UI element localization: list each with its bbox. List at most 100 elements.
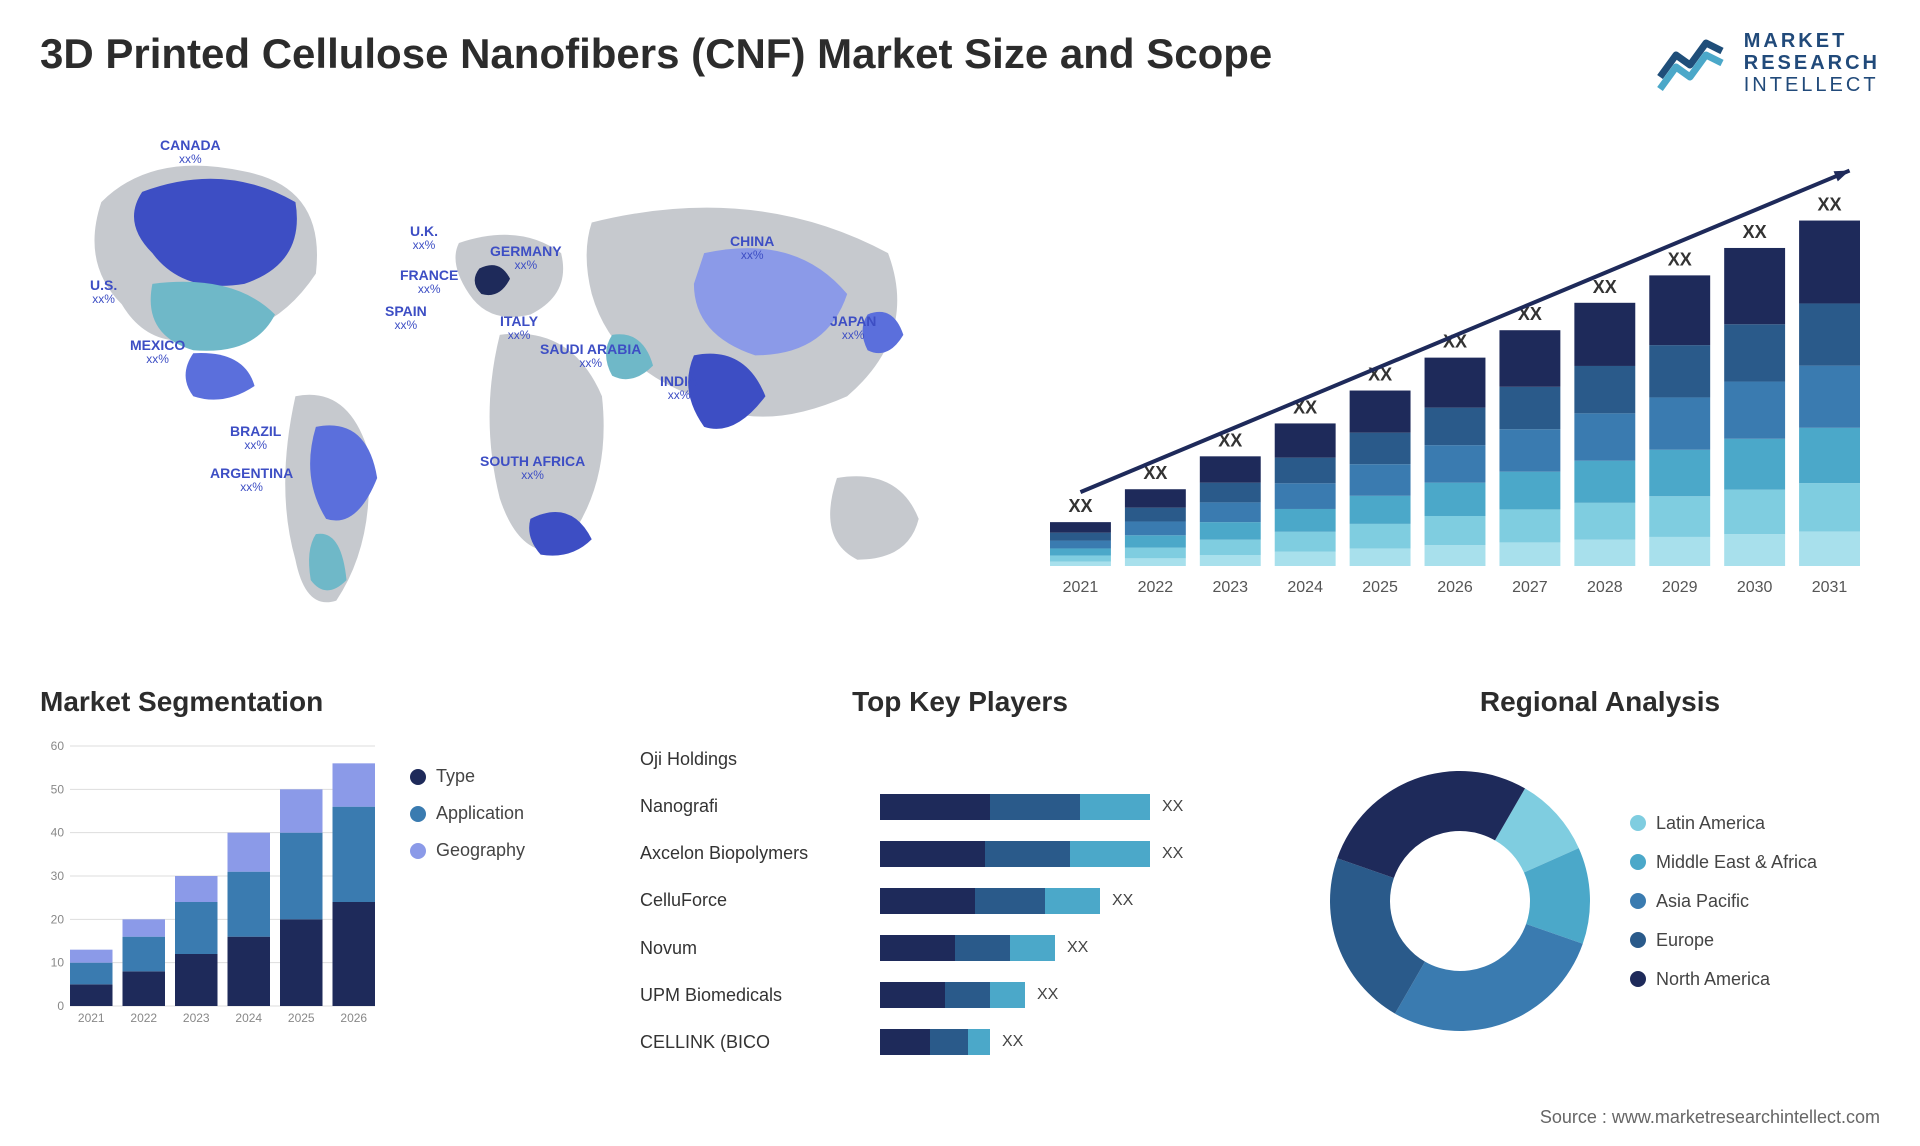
svg-text:2028: 2028 <box>1587 579 1623 596</box>
growth-chart-svg: XX2021XX2022XX2023XX2024XX2025XX2026XX20… <box>1020 126 1880 626</box>
top-row: CANADAxx%U.S.xx%MEXICOxx%BRAZILxx%ARGENT… <box>40 126 1880 646</box>
player-value: XX <box>1112 892 1133 910</box>
brand-logo: MARKET RESEARCH INTELLECT <box>1656 30 1880 96</box>
players-panel: Top Key Players Oji HoldingsNanografiAxc… <box>640 686 1280 1066</box>
regional-legend: Latin America Middle East & Africa Asia Pa… <box>1630 813 1817 990</box>
svg-text:20: 20 <box>51 912 65 926</box>
logo-icon <box>1656 31 1730 95</box>
player-bar-row: XX <box>880 838 1280 870</box>
svg-text:2022: 2022 <box>1138 579 1174 596</box>
player-bar-row: XX <box>880 979 1280 1011</box>
svg-text:2025: 2025 <box>1362 579 1398 596</box>
page-title: 3D Printed Cellulose Nanofibers (CNF) Ma… <box>40 30 1272 78</box>
svg-text:2021: 2021 <box>1063 579 1099 596</box>
svg-text:XX: XX <box>1668 249 1692 269</box>
player-name: Novum <box>640 938 850 959</box>
legend-item-europe: Europe <box>1630 930 1817 951</box>
legend-dot <box>1630 815 1646 831</box>
logo-text: MARKET RESEARCH INTELLECT <box>1744 30 1880 96</box>
player-bar-segment <box>975 888 1045 914</box>
legend-item-middle-east-africa: Middle East & Africa <box>1630 852 1817 873</box>
map-label-argentina: ARGENTINAxx% <box>210 466 293 495</box>
world-map-svg <box>40 126 980 646</box>
legend-dot <box>410 769 426 785</box>
svg-text:XX: XX <box>1068 496 1092 516</box>
legend-label: Latin America <box>1656 813 1765 834</box>
regional-title: Regional Analysis <box>1320 686 1880 718</box>
regional-panel: Regional Analysis Latin America Middle Ea… <box>1320 686 1880 1066</box>
legend-dot <box>410 806 426 822</box>
player-bar-row: XX <box>880 791 1280 823</box>
svg-text:XX: XX <box>1818 195 1842 215</box>
player-bar-segment <box>880 888 975 914</box>
players-title: Top Key Players <box>640 686 1280 718</box>
player-bar-segment <box>880 1029 930 1055</box>
segmentation-chart-svg: 0102030405060202120222023202420252026 <box>40 736 380 1036</box>
player-bar-segment <box>930 1029 968 1055</box>
legend-label: Europe <box>1656 930 1714 951</box>
svg-text:30: 30 <box>51 869 65 883</box>
player-bar-segment <box>1010 935 1055 961</box>
map-label-u-s-: U.S.xx% <box>90 278 117 307</box>
map-label-germany: GERMANYxx% <box>490 244 562 273</box>
player-bar <box>880 841 1150 867</box>
legend-dot <box>1630 971 1646 987</box>
legend-item-type: Type <box>410 766 525 787</box>
legend-label: Middle East & Africa <box>1656 852 1817 873</box>
legend-item-application: Application <box>410 803 525 824</box>
player-value: XX <box>1067 939 1088 957</box>
legend-dot <box>1630 854 1646 870</box>
player-name: Nanografi <box>640 796 850 817</box>
player-bar-segment <box>968 1029 990 1055</box>
player-bar-row: XX <box>880 1026 1280 1058</box>
legend-label: Type <box>436 766 475 787</box>
player-bar-segment <box>1070 841 1150 867</box>
legend-item-geography: Geography <box>410 840 525 861</box>
legend-label: Application <box>436 803 524 824</box>
page: 3D Printed Cellulose Nanofibers (CNF) Ma… <box>0 0 1920 1146</box>
svg-text:2024: 2024 <box>235 1011 262 1025</box>
svg-text:2030: 2030 <box>1737 579 1773 596</box>
player-value: XX <box>1002 1033 1023 1051</box>
legend-label: Asia Pacific <box>1656 891 1749 912</box>
player-bar-row: XX <box>880 932 1280 964</box>
map-label-spain: SPAINxx% <box>385 304 427 333</box>
svg-text:XX: XX <box>1593 277 1617 297</box>
map-label-italy: ITALYxx% <box>500 314 538 343</box>
player-name: Axcelon Biopolymers <box>640 843 850 864</box>
legend-dot <box>1630 932 1646 948</box>
player-bar-segment <box>880 982 945 1008</box>
segmentation-panel: Market Segmentation 01020304050602021202… <box>40 686 600 1066</box>
legend-label: Geography <box>436 840 525 861</box>
svg-text:2026: 2026 <box>1437 579 1473 596</box>
map-label-u-k-: U.K.xx% <box>410 224 438 253</box>
logo-line-3: INTELLECT <box>1744 74 1880 96</box>
legend-label: North America <box>1656 969 1770 990</box>
player-bar <box>880 1029 990 1055</box>
map-label-canada: CANADAxx% <box>160 138 221 167</box>
logo-line-1: MARKET <box>1744 30 1880 52</box>
player-bar <box>880 982 1025 1008</box>
svg-text:2026: 2026 <box>340 1011 367 1025</box>
svg-text:2024: 2024 <box>1287 579 1323 596</box>
player-bar <box>880 935 1055 961</box>
logo-line-2: RESEARCH <box>1744 52 1880 74</box>
player-bar-segment <box>1080 794 1150 820</box>
bottom-row: Market Segmentation 01020304050602021202… <box>40 686 1880 1066</box>
svg-text:2029: 2029 <box>1662 579 1698 596</box>
svg-text:0: 0 <box>57 999 64 1013</box>
svg-text:2021: 2021 <box>78 1011 105 1025</box>
map-label-brazil: BRAZILxx% <box>230 424 281 453</box>
world-map: CANADAxx%U.S.xx%MEXICOxx%BRAZILxx%ARGENT… <box>40 126 980 646</box>
player-value: XX <box>1037 986 1058 1004</box>
growth-chart: XX2021XX2022XX2023XX2024XX2025XX2026XX20… <box>1020 126 1880 646</box>
player-name: CELLINK (BICO <box>640 1032 850 1053</box>
player-bar-segment <box>880 935 955 961</box>
donut-chart <box>1320 761 1600 1041</box>
map-label-saudi-arabia: SAUDI ARABIAxx% <box>540 342 641 371</box>
map-label-japan: JAPANxx% <box>830 314 876 343</box>
player-bar <box>880 888 1100 914</box>
player-bar <box>880 794 1150 820</box>
player-name: CelluForce <box>640 890 850 911</box>
map-label-china: CHINAxx% <box>730 234 774 263</box>
